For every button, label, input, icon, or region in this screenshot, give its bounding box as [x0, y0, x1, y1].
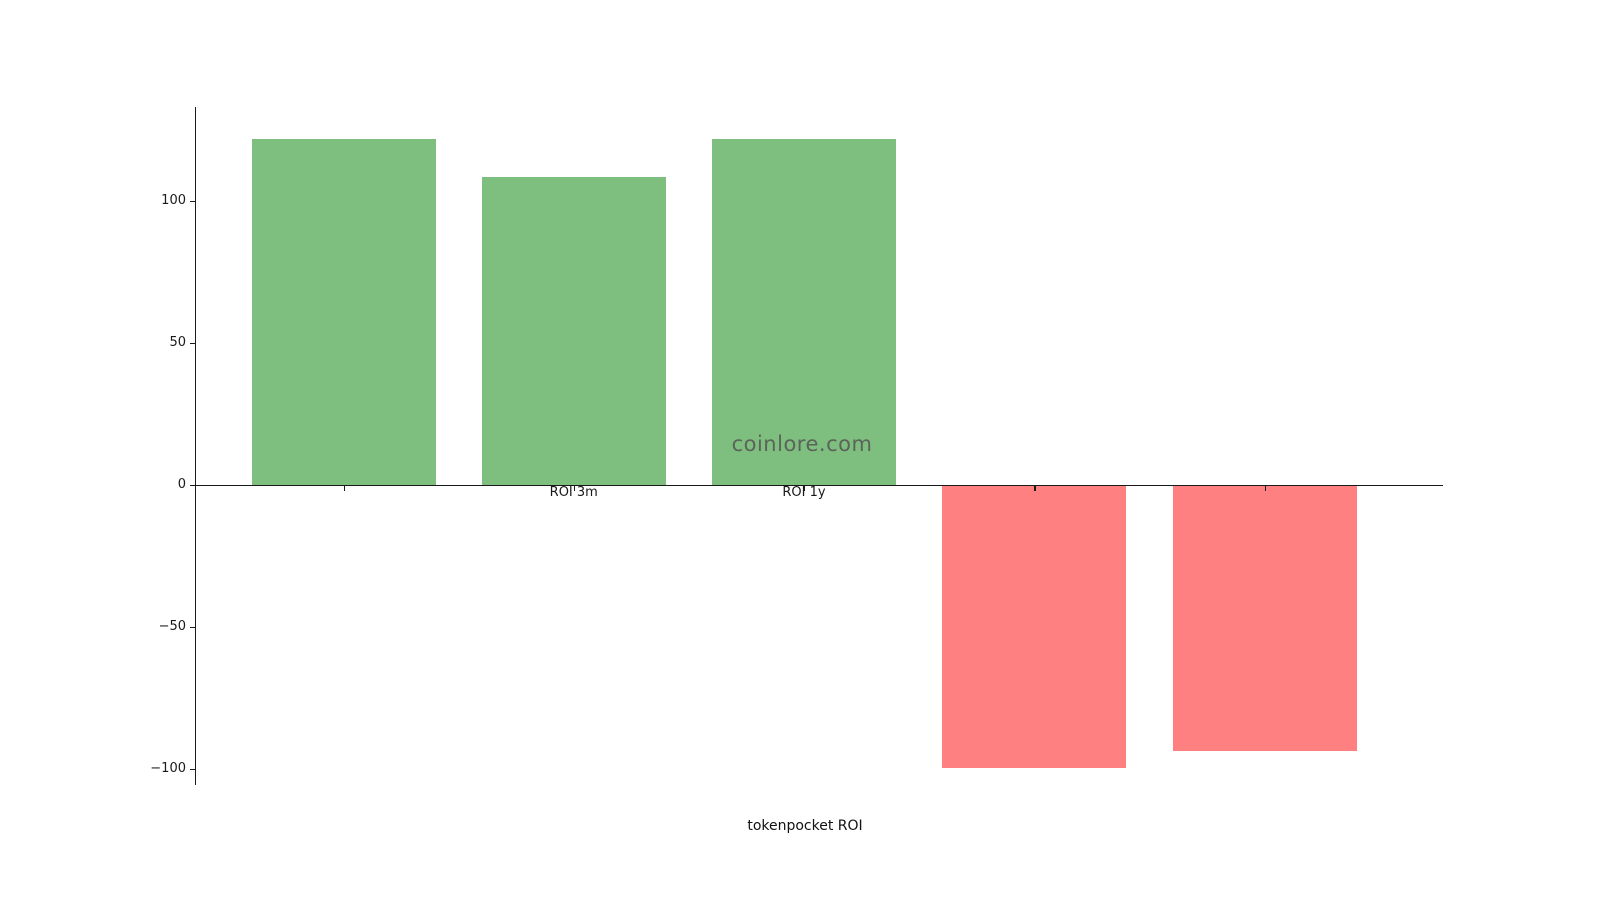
x-tick-label-1: ROI 3m: [549, 485, 598, 500]
bar-1: [481, 176, 666, 485]
bar-2: [712, 138, 896, 485]
bar-4: [1172, 485, 1357, 752]
y-tick: [190, 485, 196, 487]
y-tick-label: −50: [158, 619, 186, 634]
y-tick: [190, 769, 196, 771]
y-tick: [190, 627, 196, 629]
x-tick-label-2: ROI 1y: [782, 485, 826, 500]
x-tick: [573, 486, 576, 491]
y-tick-label: 100: [161, 193, 186, 208]
watermark: coinlore.com: [731, 432, 873, 456]
x-axis-title: tokenpocket ROI: [747, 818, 863, 834]
x-tick: [343, 486, 345, 491]
x-tick: [804, 486, 806, 491]
y-tick-label: 50: [169, 335, 186, 350]
x-axis-zero-line: [196, 485, 1443, 487]
x-tick: [1264, 486, 1266, 491]
y-tick-label: −100: [150, 761, 186, 776]
y-tick: [190, 343, 196, 345]
bar-3: [942, 485, 1127, 769]
y-axis-spine: [195, 107, 197, 785]
x-tick: [1034, 486, 1036, 491]
bar-0: [251, 138, 436, 485]
y-tick: [190, 201, 196, 203]
y-tick-label: 0: [177, 477, 186, 492]
